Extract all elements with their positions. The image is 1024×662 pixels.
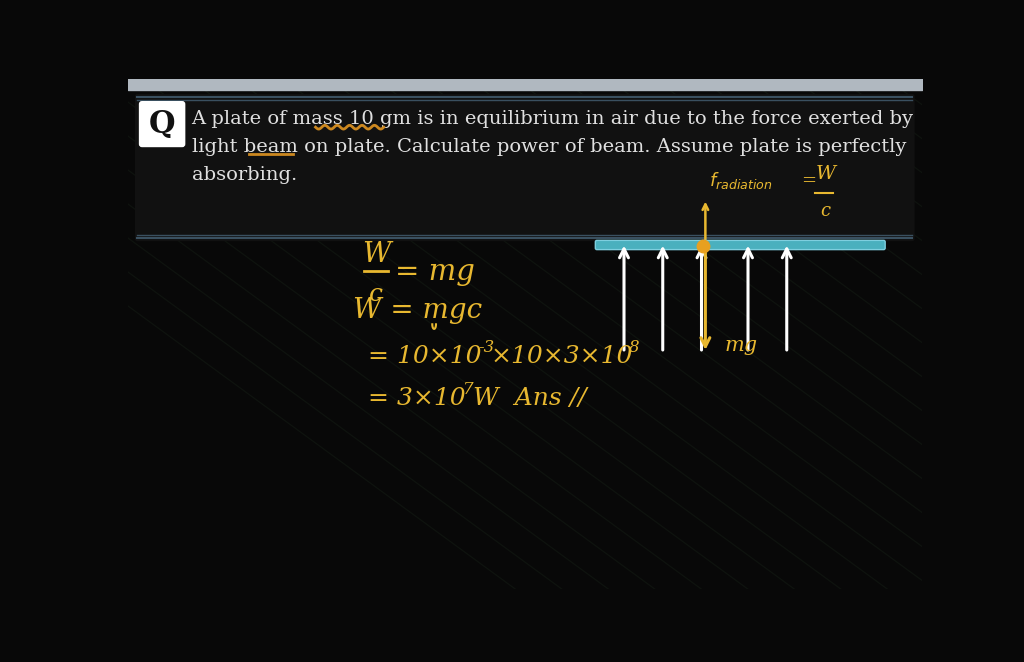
Text: W  Ans //: W Ans // bbox=[473, 387, 587, 410]
Text: $f_{radiation}$: $f_{radiation}$ bbox=[710, 170, 773, 191]
Text: = mg: = mg bbox=[395, 258, 475, 286]
Text: 8: 8 bbox=[629, 339, 639, 356]
FancyBboxPatch shape bbox=[135, 94, 914, 241]
Text: W: W bbox=[816, 166, 837, 183]
FancyBboxPatch shape bbox=[139, 101, 185, 147]
Text: W = mgc: W = mgc bbox=[352, 297, 482, 324]
Text: 7: 7 bbox=[463, 381, 473, 399]
Text: W: W bbox=[361, 241, 390, 268]
Text: ×10×3×10: ×10×3×10 bbox=[490, 345, 633, 368]
Text: =: = bbox=[801, 171, 816, 189]
Text: mg: mg bbox=[725, 336, 758, 355]
Text: light beam on plate. Calculate power of beam. Assume plate is perfectly: light beam on plate. Calculate power of … bbox=[191, 138, 906, 156]
Text: c: c bbox=[369, 283, 383, 307]
Text: -3: -3 bbox=[478, 339, 495, 356]
FancyBboxPatch shape bbox=[595, 240, 885, 250]
Text: absorbing.: absorbing. bbox=[191, 166, 297, 184]
Text: = 3×10: = 3×10 bbox=[369, 387, 466, 410]
Text: = 10×10: = 10×10 bbox=[369, 345, 481, 368]
Text: c: c bbox=[820, 202, 830, 220]
Text: A plate of mass 10 gm is in equilibrium in air due to the force exerted by: A plate of mass 10 gm is in equilibrium … bbox=[191, 111, 913, 128]
Text: Q: Q bbox=[148, 109, 175, 140]
